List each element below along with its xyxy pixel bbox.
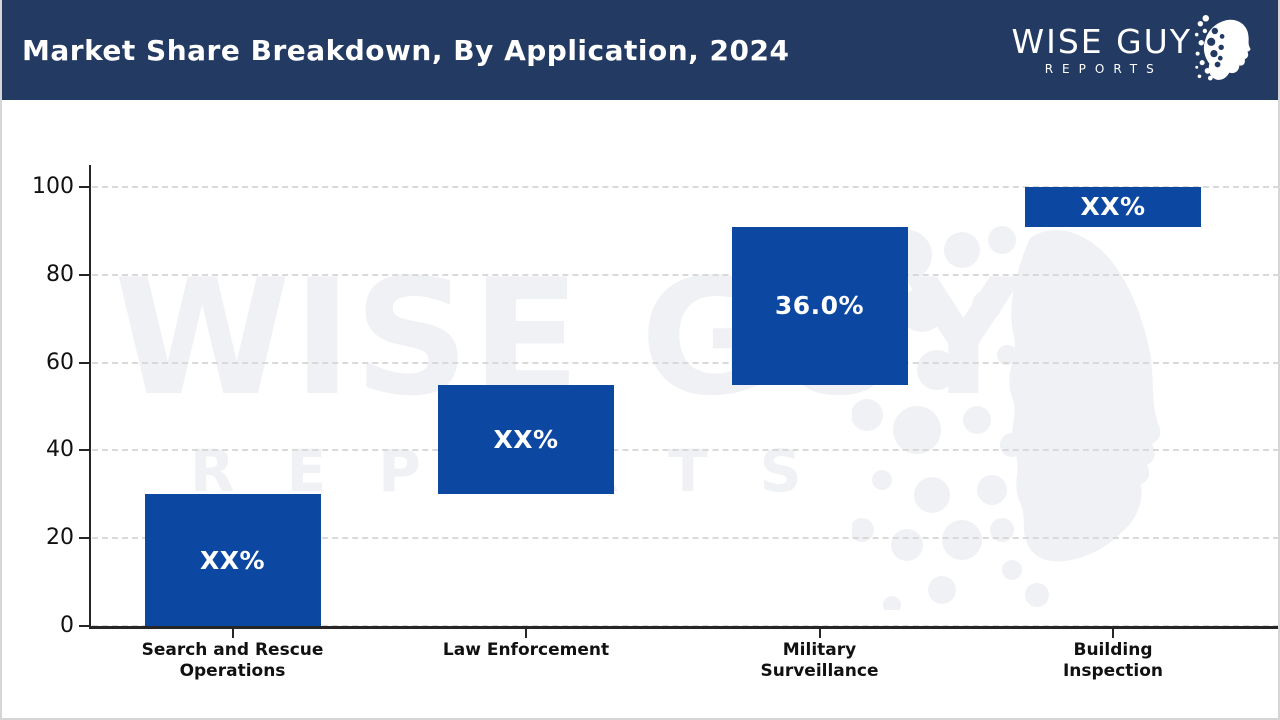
x-axis-line [89, 626, 1278, 629]
x-tick [1112, 629, 1114, 638]
y-tick-label: 80 [46, 261, 74, 287]
gridline [92, 449, 1278, 452]
x-tick-label: Search and Rescue Operations [141, 640, 324, 681]
logo-face-icon [1194, 15, 1251, 81]
bar-value-label: XX% [1080, 192, 1146, 222]
y-tick [79, 537, 89, 540]
x-tick-label: Law Enforcement [442, 640, 610, 660]
gridline [92, 537, 1278, 540]
y-tick-label: 20 [46, 525, 74, 551]
x-tick [818, 629, 821, 638]
bar-value-label: 36.0% [774, 291, 865, 321]
x-tick-label: Military Surveillance [760, 640, 879, 681]
y-tick-label: 0 [60, 613, 74, 638]
x-tick [525, 629, 527, 638]
x-tick [231, 629, 234, 638]
bar-1: XX% [144, 494, 321, 626]
logo-wordmark-line1: WISE GUY [1011, 21, 1192, 61]
header: Market Share Breakdown, By Application, … [2, 0, 1278, 100]
x-tick-label: Building Inspection [1062, 640, 1164, 681]
y-tick [79, 361, 89, 364]
y-tick [79, 449, 89, 452]
gridline [92, 186, 1278, 188]
watermark-face-icon [852, 226, 1161, 610]
gridline [92, 361, 1278, 364]
logo-wordmark-line2: REPORTS [1044, 61, 1163, 76]
bar-3: 36.0% [731, 226, 908, 385]
y-tick-label: 100 [32, 174, 74, 199]
y-tick-label: 40 [46, 437, 74, 463]
y-tick [79, 625, 89, 627]
y-tick [79, 273, 89, 276]
y-tick [79, 186, 89, 188]
bar-value-label: XX% [199, 545, 266, 575]
y-axis-line [89, 165, 91, 629]
gridline [92, 273, 1278, 276]
logo-wordmark: WISE GUY REPORTS [1011, 25, 1192, 76]
wiseguy-logo: WISE GUY REPORTS [1011, 12, 1252, 88]
bar-4: XX% [1025, 187, 1201, 227]
y-tick-label: 60 [46, 349, 74, 375]
chart-title: Market Share Breakdown, By Application, … [22, 33, 790, 67]
bar-value-label: XX% [493, 424, 559, 454]
bar-2: XX% [438, 384, 614, 495]
